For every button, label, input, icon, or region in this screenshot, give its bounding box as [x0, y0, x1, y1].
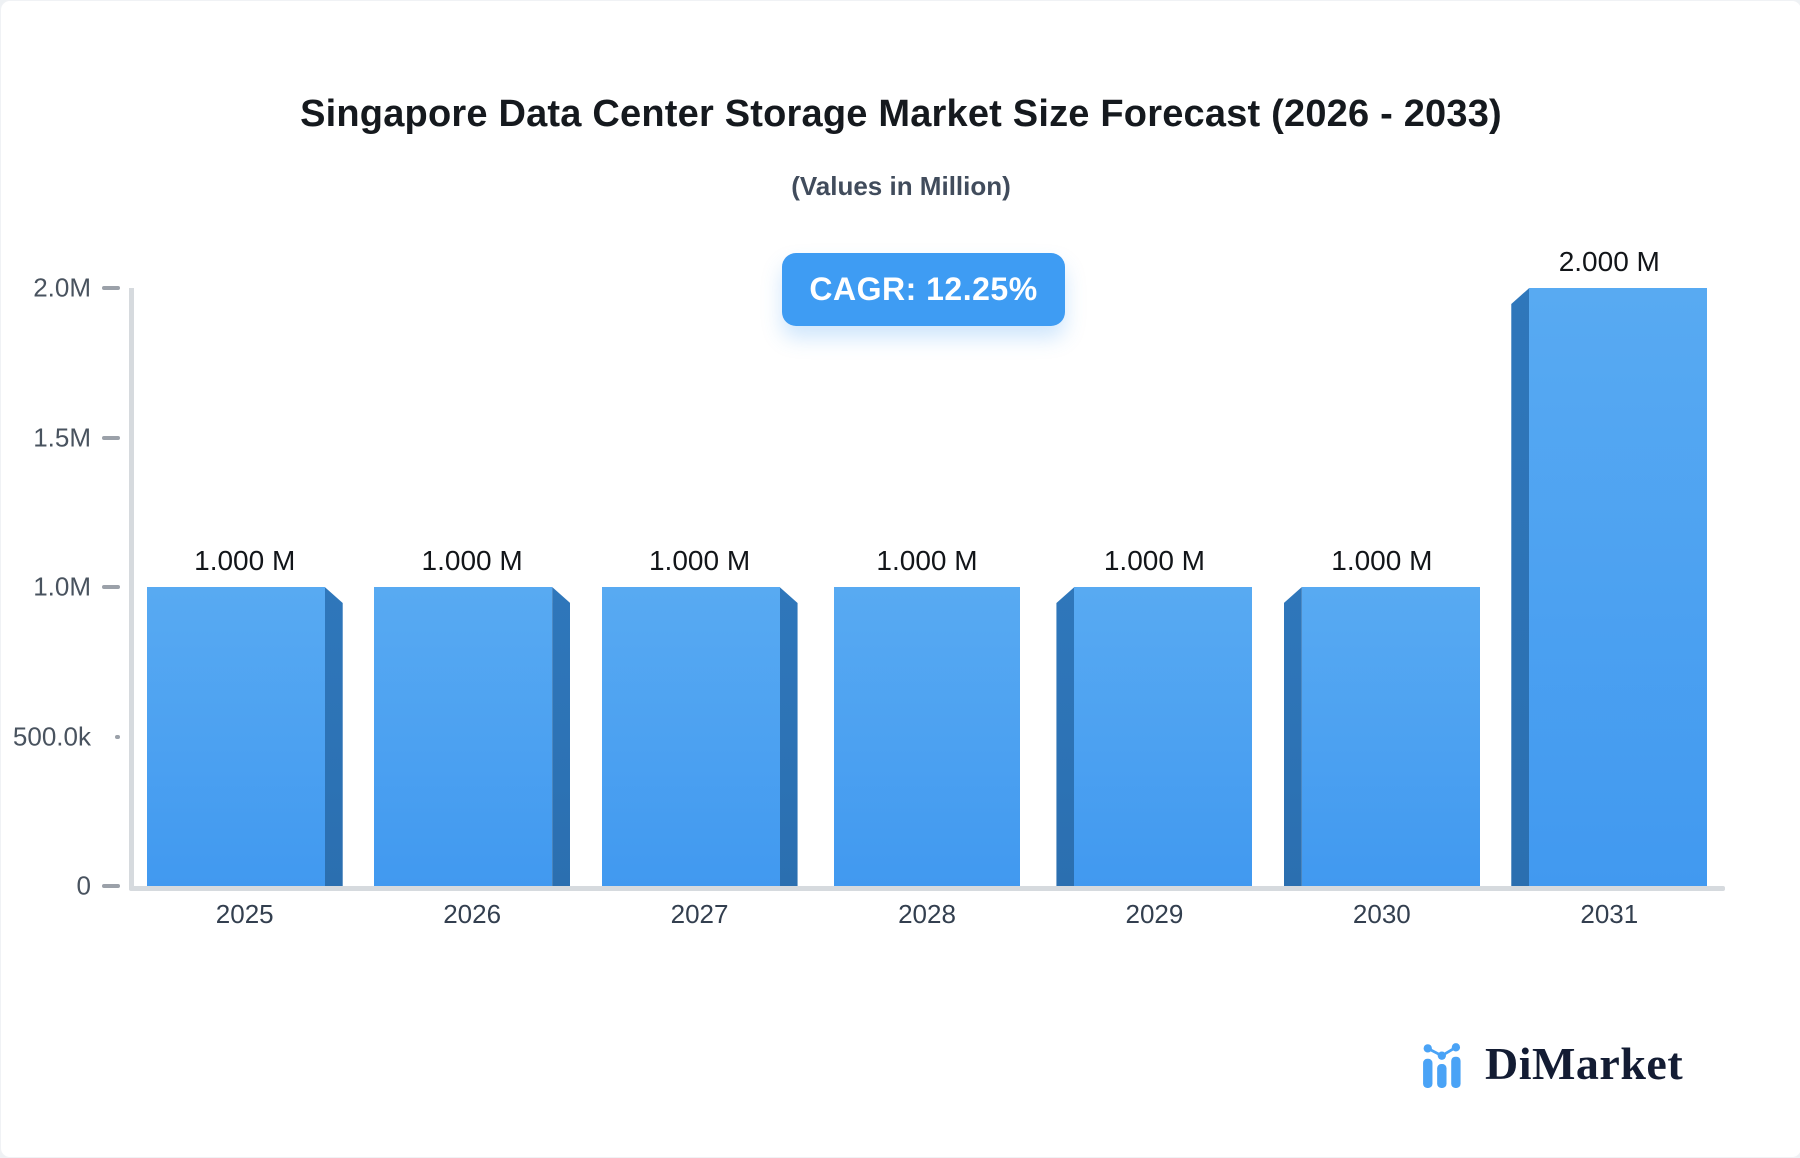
bar-face [601, 587, 780, 886]
x-tick-label: 2025 [215, 899, 274, 929]
x-tick-label: 2028 [898, 899, 956, 929]
chart-title: Singapore Data Center Storage Market Siz… [300, 93, 1502, 135]
bar-2026 [374, 587, 571, 886]
cagr-badge: CAGR: 12.25% [782, 253, 1065, 326]
y-tick-label: 1.5M [33, 422, 91, 452]
bar-2027 [601, 587, 798, 886]
bar-value-label: 1.000 M [876, 545, 978, 576]
y-tick-label: 1.0M [33, 571, 91, 602]
bar-side-face [552, 587, 571, 886]
bar-face [1301, 587, 1480, 886]
y-tick-dash [102, 884, 120, 888]
bar-face [834, 587, 1020, 886]
y-tick-label: 0 [76, 870, 91, 901]
y-tick-dash [102, 435, 120, 440]
x-tick-label: 2026 [443, 899, 502, 929]
x-tick-label: 2027 [670, 899, 729, 929]
bar-2028 [834, 587, 1020, 886]
bar-value-label: 1.000 M [648, 545, 751, 576]
bar-face [374, 587, 553, 886]
y-tick-label: 2.0M [33, 272, 91, 303]
bar-value-label: 2.000 M [1558, 246, 1660, 277]
bar-2025 [146, 587, 343, 886]
x-tick-label: 2029 [1125, 899, 1184, 929]
bar-side-face [324, 587, 343, 886]
bar-face [146, 587, 325, 886]
y-axis-line [129, 288, 134, 888]
x-axis-baseline [129, 886, 1725, 891]
bar-face [1529, 288, 1708, 886]
bar-face [1074, 587, 1253, 886]
bar-side-face [1511, 288, 1530, 886]
y-tick-label: 500.0k [12, 721, 91, 751]
y-tick-dash [115, 734, 120, 739]
brand-logo: DiMarket [1421, 1037, 1683, 1090]
bar-2031 [1511, 288, 1708, 886]
x-tick-label: 2030 [1352, 899, 1411, 929]
bar-value-label: 1.000 M [194, 545, 296, 576]
bar-side-face [1283, 587, 1302, 886]
bar-2029 [1056, 587, 1253, 886]
bar-value-label: 1.000 M [1331, 545, 1433, 576]
bar-side-face [779, 587, 798, 886]
bar-value-label: 1.000 M [421, 545, 523, 576]
bar-value-label: 1.000 M [1103, 545, 1206, 576]
chart-subtitle: (Values in Million) [791, 171, 1011, 201]
x-tick-label: 2031 [1580, 899, 1639, 929]
bar-chart-logo-icon [1423, 1042, 1461, 1088]
y-tick-dash [102, 286, 120, 290]
bar-side-face [1056, 587, 1075, 886]
bar-2030 [1283, 587, 1480, 886]
y-tick-dash [102, 585, 120, 589]
cagr-badge-label: CAGR: 12.25% [809, 271, 1038, 307]
brand-name: DiMarket [1485, 1038, 1684, 1089]
